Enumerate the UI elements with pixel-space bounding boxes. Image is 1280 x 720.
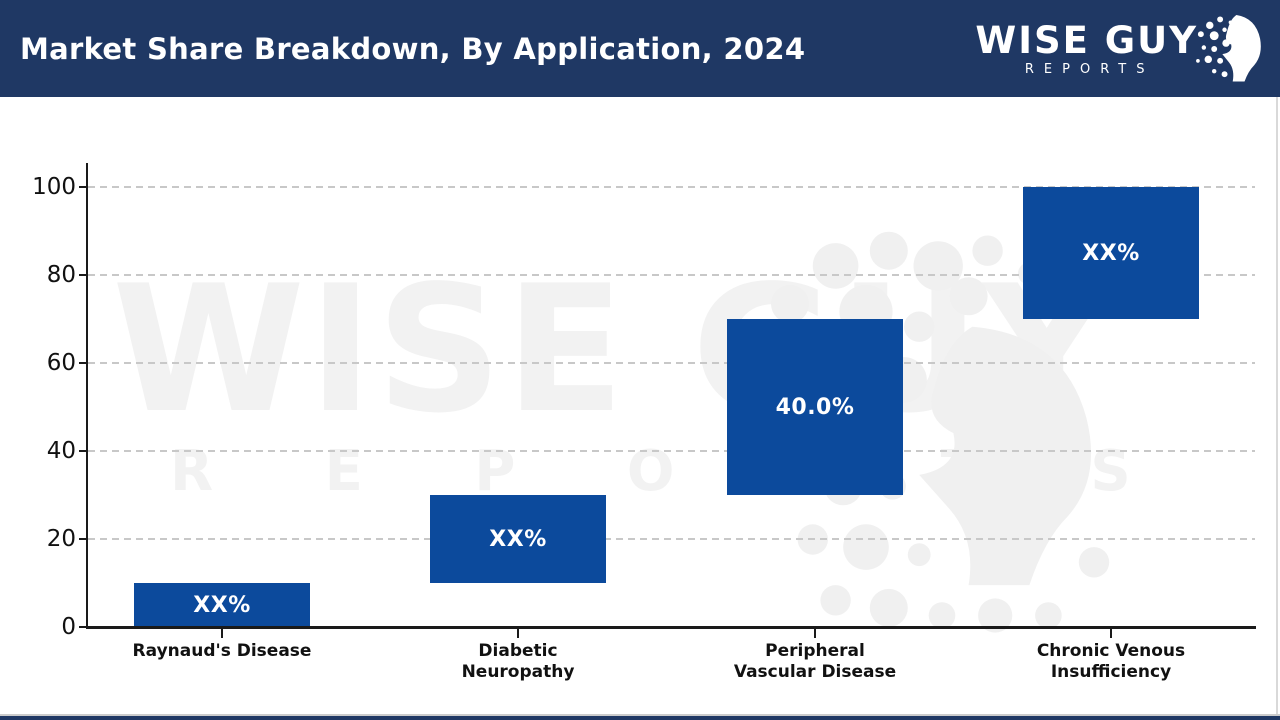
- y-tick-40: [79, 450, 86, 452]
- bar-value-label-0: XX%: [193, 592, 251, 618]
- y-tick-label-0: 0: [61, 614, 76, 640]
- x-tick-2: [814, 629, 816, 638]
- gridline-40: [88, 450, 1255, 452]
- y-tick-60: [79, 362, 86, 364]
- header-band: Market Share Breakdown, By Application, …: [0, 0, 1280, 97]
- gridline-60: [88, 362, 1255, 364]
- y-tick-label-80: 80: [46, 262, 76, 288]
- page-title: Market Share Breakdown, By Application, …: [20, 31, 806, 66]
- category-label-line: Diabetic: [478, 641, 558, 661]
- category-label-line: Insufficiency: [1050, 662, 1172, 682]
- category-label-line: Chronic Venous: [1036, 641, 1186, 661]
- bar-segment-0: XX%: [134, 583, 310, 627]
- gridline-80: [88, 274, 1255, 276]
- y-tick-20: [79, 538, 86, 540]
- category-label-line: Neuropathy: [461, 662, 575, 682]
- y-tick-label-20: 20: [46, 526, 76, 552]
- y-tick-100: [79, 186, 86, 188]
- y-axis-line: [86, 163, 88, 629]
- bar-value-label-3: XX%: [1082, 240, 1140, 266]
- bar-segment-1: XX%: [430, 495, 606, 583]
- right-border: [1276, 97, 1278, 716]
- brand-logo-text: WISE GUY REPORTS: [975, 22, 1198, 77]
- bar-value-label-1: XX%: [489, 526, 547, 552]
- category-label-0: Raynaud's Disease: [82, 641, 362, 662]
- bar-value-label-2: 40.0%: [775, 394, 855, 420]
- category-label-2: Peripheral Vascular Disease: [675, 641, 955, 683]
- bottom-border: [0, 714, 1280, 716]
- category-label-1: Diabetic Neuropathy: [378, 641, 658, 683]
- gridline-100: [88, 186, 1255, 188]
- y-tick-label-60: 60: [46, 350, 76, 376]
- bar-segment-2: 40.0%: [727, 319, 903, 495]
- brand-logo: WISE GUY REPORTS: [975, 10, 1266, 88]
- brand-name: WISE GUY: [975, 18, 1198, 62]
- x-tick-0: [221, 629, 223, 638]
- y-tick-0: [79, 626, 86, 628]
- y-tick-80: [79, 274, 86, 276]
- y-tick-label-100: 100: [32, 174, 76, 200]
- category-label-3: Chronic Venous Insufficiency: [971, 641, 1251, 683]
- face-logo-icon: [1196, 14, 1261, 82]
- brand-subname: REPORTS: [1024, 61, 1155, 77]
- bar-segment-3: XX%: [1023, 187, 1199, 319]
- x-axis-line: [87, 626, 1256, 629]
- x-tick-1: [517, 629, 519, 638]
- gridline-20: [88, 538, 1255, 540]
- footer-band: [0, 716, 1280, 720]
- category-label-line: Vascular Disease: [733, 662, 897, 682]
- category-label-line: Peripheral: [765, 641, 865, 661]
- y-tick-label-40: 40: [46, 438, 76, 464]
- x-tick-3: [1110, 629, 1112, 638]
- category-label-line: Raynaud's Disease: [132, 641, 312, 661]
